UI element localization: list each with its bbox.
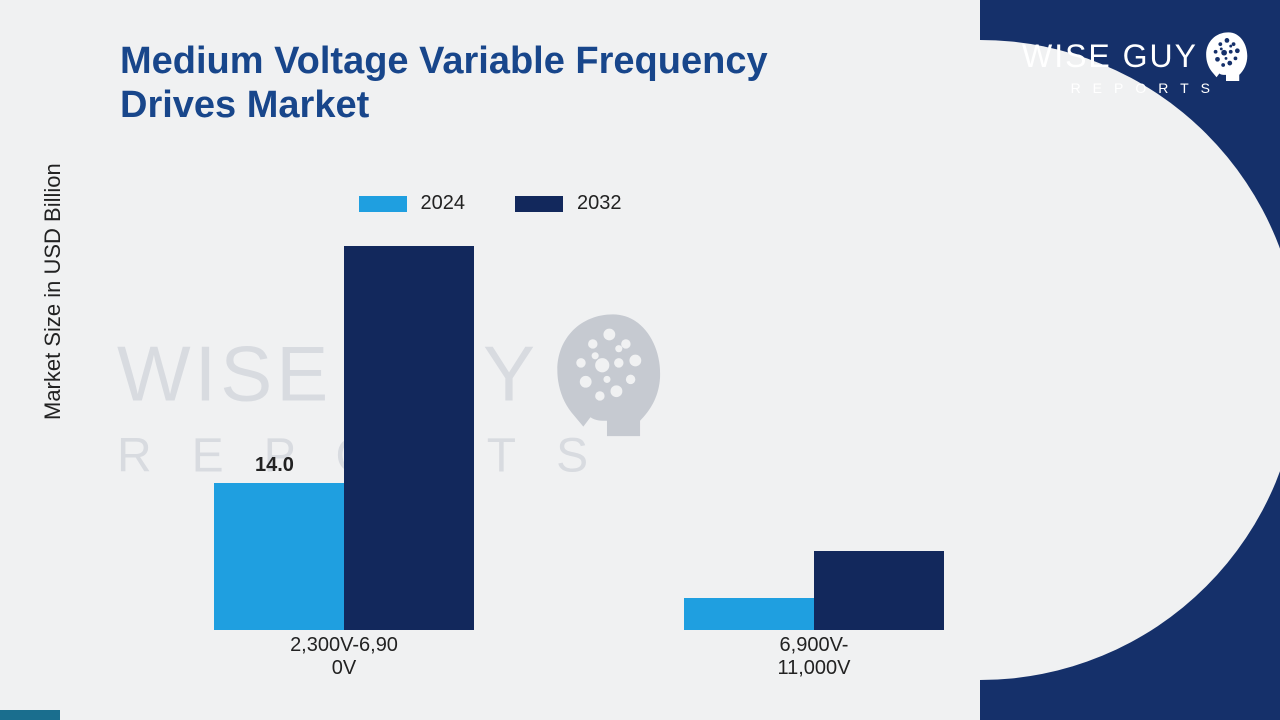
legend-item-2032: 2032 (515, 192, 622, 215)
bar-2032 (344, 246, 474, 630)
main-area: WISE GUY REPORTS Medium Voltage Variable… (0, 0, 980, 720)
brand-logo: WISE GUY REPORTS (1022, 30, 1250, 96)
bar-2024 (214, 483, 344, 630)
legend-swatch (359, 196, 407, 212)
y-axis-label: Market Size in USD Billion (40, 163, 66, 420)
legend-label: 2032 (577, 192, 622, 215)
chart-area: 14.0 2,300V-6,900V6,900V-11,000V (110, 230, 940, 660)
x-tick-line1: 2,300V-6,90 (214, 634, 474, 657)
plot: 14.0 (110, 230, 940, 630)
x-tick-label: 2,300V-6,900V (214, 634, 474, 680)
x-tick-line2: 11,000V (684, 657, 944, 680)
legend: 2024 2032 (0, 192, 980, 215)
legend-swatch (515, 196, 563, 212)
bar-group (214, 246, 474, 630)
x-tick-line1: 6,900V- (684, 634, 944, 657)
bar-group (684, 551, 944, 630)
x-tick-label: 6,900V-11,000V (684, 634, 944, 680)
chart-title: Medium Voltage Variable Frequency Drives… (120, 40, 840, 127)
logo-text-1: WISE GUY (1022, 38, 1198, 75)
legend-item-2024: 2024 (359, 192, 466, 215)
bottom-accent-bar (0, 710, 60, 720)
brand-logo-line1: WISE GUY (1022, 30, 1250, 82)
bar-2032 (814, 551, 944, 630)
page: WISE GUY REPORTS Medium Voltage Variable… (0, 0, 1280, 720)
bar-2024 (684, 598, 814, 630)
legend-label: 2024 (421, 192, 466, 215)
logo-head-icon (1202, 30, 1250, 82)
x-tick-line2: 0V (214, 657, 474, 680)
logo-text-2: REPORTS (1022, 80, 1222, 96)
